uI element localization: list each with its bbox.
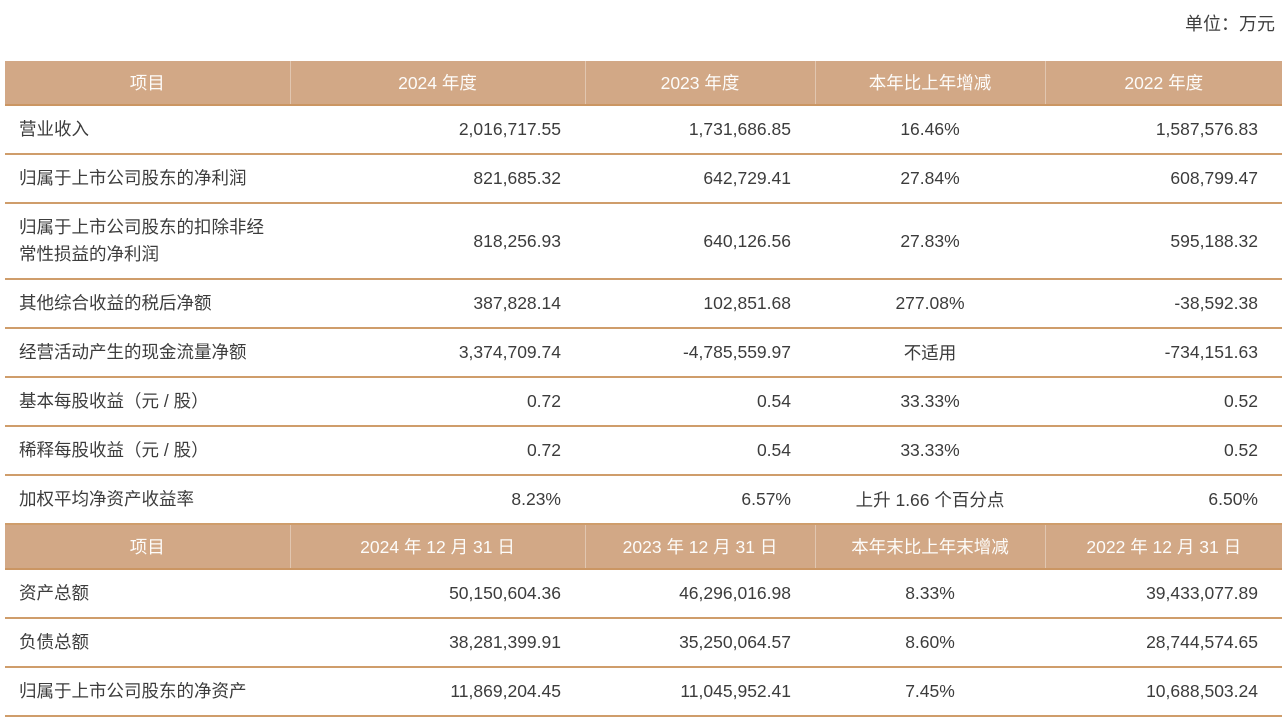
- value-cell: 33.33%: [815, 377, 1045, 427]
- value-cell: -734,151.63: [1045, 328, 1282, 378]
- period-column-header: 2023 年 12 月 31 日: [584, 525, 815, 570]
- annual-table-body: 营业收入 2,016,717.55 1,731,686.85 16.46% 1,587,…: [5, 105, 1282, 525]
- value-cell: 上升 1.66 个百分点: [815, 475, 1045, 525]
- balance-table-body: 资产总额 50,150,604.36 46,296,016.98 8.33% 39,43…: [5, 569, 1282, 717]
- value-cell: 35,250,064.57: [585, 618, 815, 668]
- header-row: 项目 2024 年 12 月 31 日 2023 年 12 月 31 日本年末比上年…: [5, 525, 1282, 570]
- table-row: 负债总额 38,281,399.91 35,250,064.57 8.60% 28,74…: [5, 618, 1282, 668]
- value-cell: 640,126.56: [585, 203, 815, 280]
- value-cell: 0.72: [290, 426, 585, 476]
- value-cell: 2,016,717.55: [290, 105, 585, 155]
- period-column-header: 本年末比上年末增减: [814, 525, 1045, 570]
- period-column-header: 2022 年 12 月 31 日: [1044, 525, 1282, 570]
- period-column-header: 2024 年度: [289, 61, 585, 106]
- value-cell: 3,374,709.74: [290, 328, 585, 378]
- balance-table-header: 项目 2024 年 12 月 31 日 2023 年 12 月 31 日本年末比上年…: [5, 525, 1282, 570]
- value-cell: 821,685.32: [290, 154, 585, 204]
- value-cell: 16.46%: [815, 105, 1045, 155]
- row-label-cell: 归属于上市公司股东的净资产: [5, 667, 290, 717]
- value-cell: 608,799.47: [1045, 154, 1282, 204]
- item-column-header: 项目: [5, 61, 290, 106]
- value-cell: 38,281,399.91: [290, 618, 585, 668]
- annual-table-header: 项目 2024 年度 2023 年度 本年比上年增减 2022 年度: [5, 61, 1282, 106]
- annual-results-table: 项目 2024 年度 2023 年度 本年比上年增减 2022 年度 营业收入 2,016…: [5, 61, 1282, 525]
- value-cell: 10,688,503.24: [1045, 667, 1282, 717]
- value-cell: -4,785,559.97: [585, 328, 815, 378]
- table-row: 营业收入 2,016,717.55 1,731,686.85 16.46% 1,587,…: [5, 105, 1282, 155]
- value-cell: 595,188.32: [1045, 203, 1282, 280]
- table-row: 加权平均净资产收益率 8.23% 6.57% 上升 1.66 个百分点 6.50%: [5, 475, 1282, 525]
- value-cell: 0.54: [585, 426, 815, 476]
- period-column-header: 2023 年度: [584, 61, 815, 106]
- value-cell: 50,150,604.36: [290, 569, 585, 619]
- row-label-cell: 营业收入: [5, 105, 290, 155]
- value-cell: 39,433,077.89: [1045, 569, 1282, 619]
- value-cell: 102,851.68: [585, 279, 815, 329]
- table-row: 其他综合收益的税后净额 387,828.14 102,851.68 277.08% -3…: [5, 279, 1282, 329]
- table-row: 资产总额 50,150,604.36 46,296,016.98 8.33% 39,43…: [5, 569, 1282, 619]
- value-cell: 11,869,204.45: [290, 667, 585, 717]
- value-cell: 277.08%: [815, 279, 1045, 329]
- row-label-cell: 基本每股收益（元 / 股）: [5, 377, 290, 427]
- value-cell: 28,744,574.65: [1045, 618, 1282, 668]
- value-cell: 8.60%: [815, 618, 1045, 668]
- row-label-cell: 经营活动产生的现金流量净额: [5, 328, 290, 378]
- period-column-header: 2022 年度: [1044, 61, 1282, 106]
- row-label-cell: 加权平均净资产收益率: [5, 475, 290, 525]
- value-cell: 6.50%: [1045, 475, 1282, 525]
- value-cell: 1,587,576.83: [1045, 105, 1282, 155]
- table-row: 经营活动产生的现金流量净额 3,374,709.74 -4,785,559.97 不适…: [5, 328, 1282, 378]
- table-row: 稀释每股收益（元 / 股） 0.72 0.54 33.33% 0.52: [5, 426, 1282, 476]
- row-label-cell: 稀释每股收益（元 / 股）: [5, 426, 290, 476]
- value-cell: 33.33%: [815, 426, 1045, 476]
- item-column-header: 项目: [5, 525, 290, 570]
- table-row: 归属于上市公司股东的净利润 821,685.32 642,729.41 27.84% 6…: [5, 154, 1282, 204]
- value-cell: 818,256.93: [290, 203, 585, 280]
- table-row: 基本每股收益（元 / 股） 0.72 0.54 33.33% 0.52: [5, 377, 1282, 427]
- table-row: 归属于上市公司股东的净资产 11,869,204.45 11,045,952.41 7…: [5, 667, 1282, 717]
- header-row: 项目 2024 年度 2023 年度 本年比上年增减 2022 年度: [5, 61, 1282, 106]
- value-cell: 0.52: [1045, 426, 1282, 476]
- value-cell: -38,592.38: [1045, 279, 1282, 329]
- value-cell: 27.84%: [815, 154, 1045, 204]
- period-column-header: 本年比上年增减: [814, 61, 1045, 106]
- row-label-cell: 其他综合收益的税后净额: [5, 279, 290, 329]
- table-row: 归属于上市公司股东的扣除非经常性损益的净利润 818,256.93 640,126.…: [5, 203, 1282, 280]
- value-cell: 0.54: [585, 377, 815, 427]
- value-cell: 387,828.14: [290, 279, 585, 329]
- row-label-cell: 归属于上市公司股东的净利润: [5, 154, 290, 204]
- row-label-cell: 归属于上市公司股东的扣除非经常性损益的净利润: [5, 203, 290, 280]
- value-cell: 8.23%: [290, 475, 585, 525]
- value-cell: 27.83%: [815, 203, 1045, 280]
- value-cell: 6.57%: [585, 475, 815, 525]
- value-cell: 8.33%: [815, 569, 1045, 619]
- value-cell: 642,729.41: [585, 154, 815, 204]
- balance-sheet-table: 项目 2024 年 12 月 31 日 2023 年 12 月 31 日本年末比上年…: [5, 525, 1282, 717]
- row-label-cell: 资产总额: [5, 569, 290, 619]
- value-cell: 46,296,016.98: [585, 569, 815, 619]
- value-cell: 1,731,686.85: [585, 105, 815, 155]
- value-cell: 11,045,952.41: [585, 667, 815, 717]
- value-cell: 0.52: [1045, 377, 1282, 427]
- row-label-cell: 负债总额: [5, 618, 290, 668]
- value-cell: 不适用: [815, 328, 1045, 378]
- unit-label: 单位：万元: [1185, 14, 1275, 34]
- key-financials-section: 项目 2024 年度 2023 年度 本年比上年增减 2022 年度 营业收入 2,016…: [5, 61, 1282, 717]
- period-column-header: 2024 年 12 月 31 日: [289, 525, 585, 570]
- value-cell: 7.45%: [815, 667, 1045, 717]
- value-cell: 0.72: [290, 377, 585, 427]
